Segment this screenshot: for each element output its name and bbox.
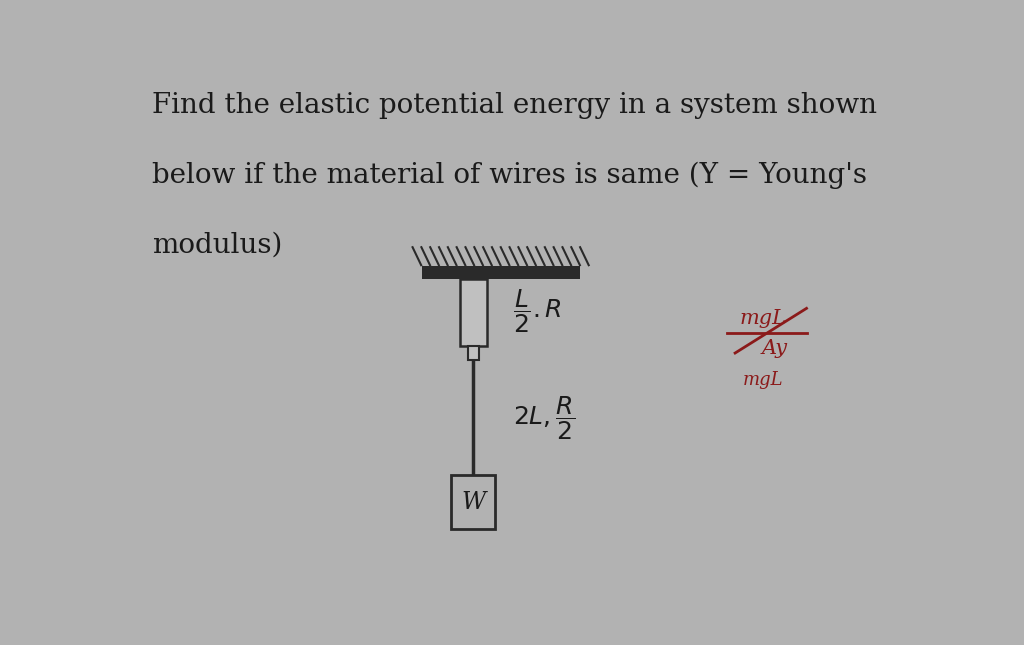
Text: below if the material of wires is same (Y = Young's: below if the material of wires is same (…: [152, 162, 866, 189]
Text: mgL: mgL: [742, 372, 783, 390]
Text: $\dfrac{L}{2}$$.R$: $\dfrac{L}{2}$$.R$: [513, 287, 562, 335]
Text: modulus): modulus): [152, 232, 283, 259]
Text: W: W: [461, 491, 485, 513]
Bar: [460, 279, 486, 346]
Text: $2L, \dfrac{R}{2}$: $2L, \dfrac{R}{2}$: [513, 393, 574, 442]
Text: Ay: Ay: [762, 339, 787, 357]
Text: mgL: mgL: [739, 309, 786, 328]
Bar: [468, 346, 479, 361]
Text: Find the elastic potential energy in a system shown: Find the elastic potential energy in a s…: [152, 92, 877, 119]
Bar: [422, 266, 581, 279]
Bar: [452, 475, 495, 530]
